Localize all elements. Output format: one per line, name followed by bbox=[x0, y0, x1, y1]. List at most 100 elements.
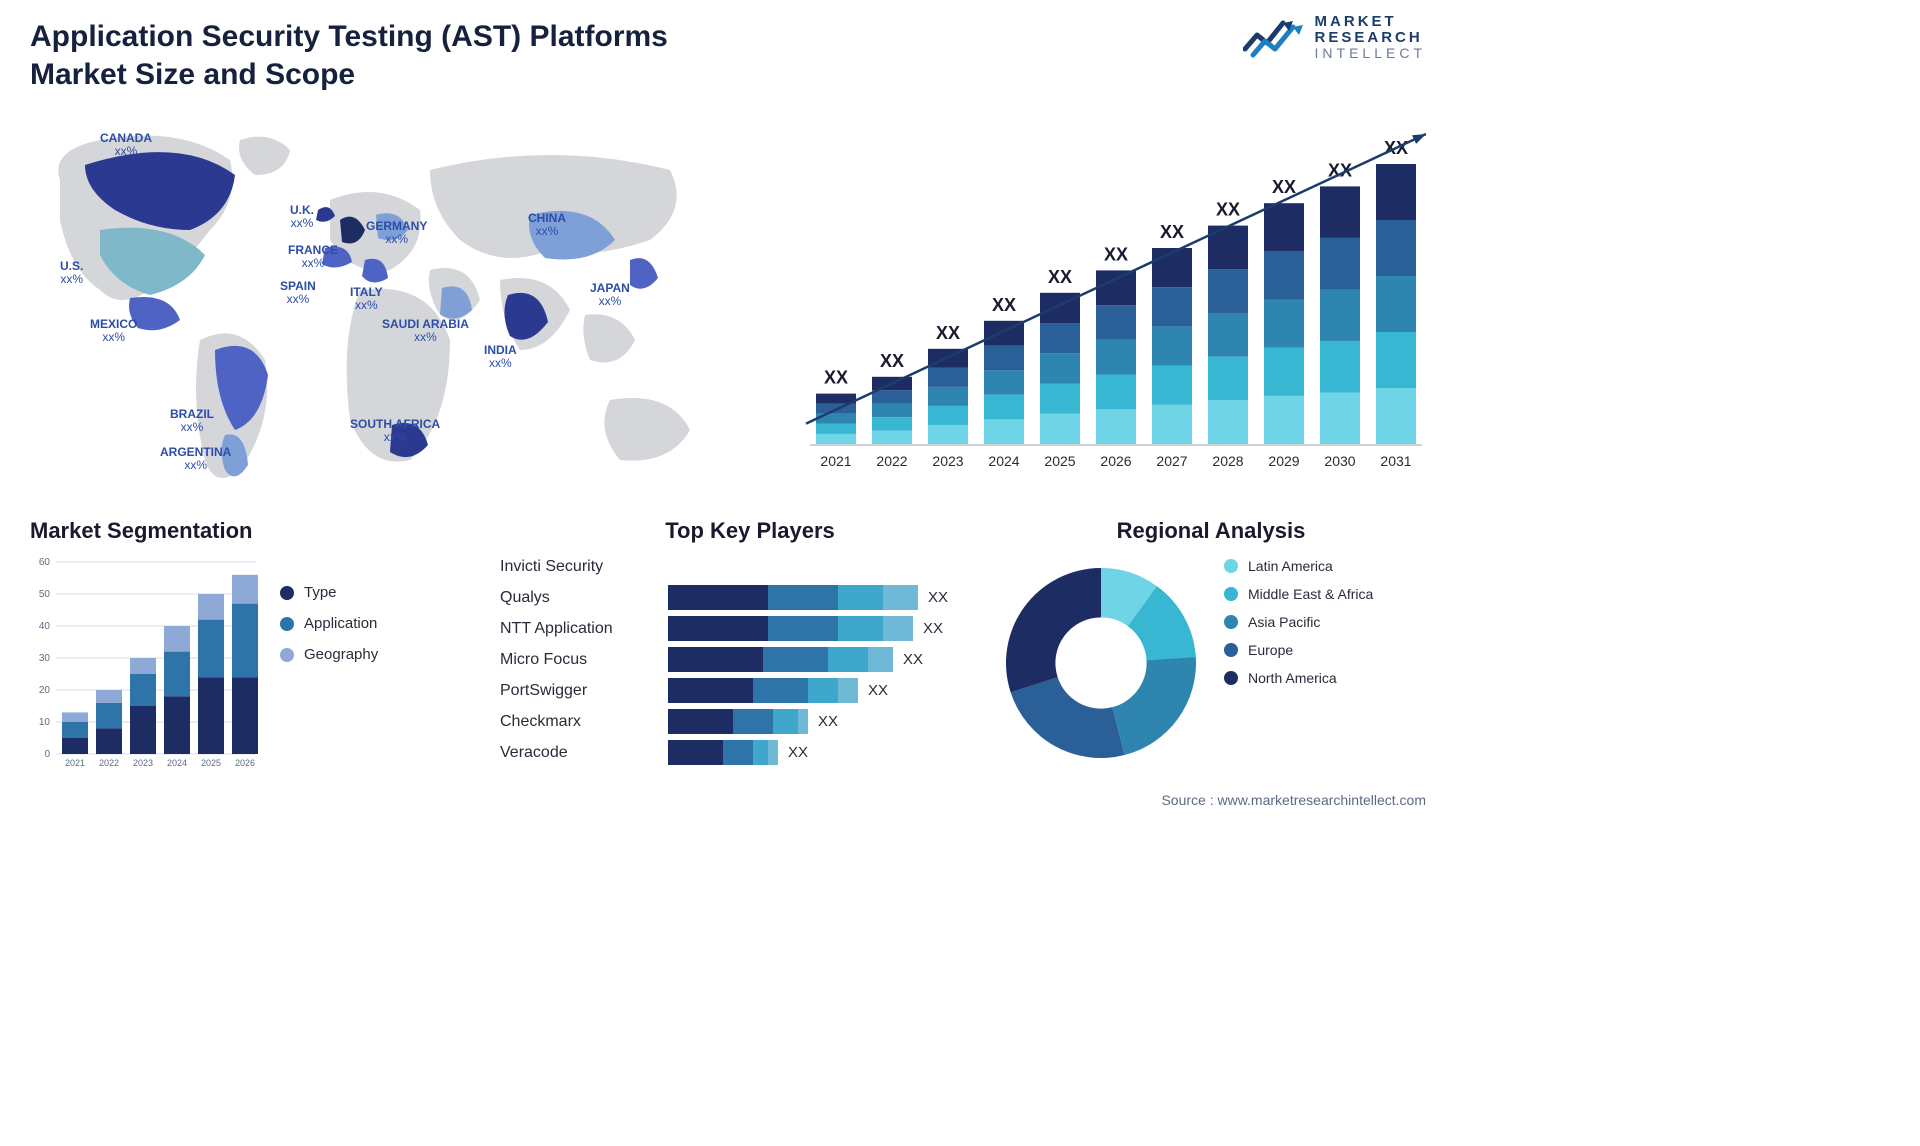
map-country-label: U.S.xx% bbox=[60, 260, 83, 286]
legend-item: Type bbox=[280, 584, 378, 601]
logo-text-2: RESEARCH bbox=[1315, 30, 1426, 46]
svg-text:2031: 2031 bbox=[1380, 453, 1411, 469]
map-country-label: U.K.xx% bbox=[290, 204, 314, 230]
legend-label: Latin America bbox=[1248, 558, 1333, 574]
svg-text:2021: 2021 bbox=[65, 758, 85, 768]
svg-text:2025: 2025 bbox=[1044, 453, 1075, 469]
svg-text:XX: XX bbox=[1048, 267, 1072, 287]
svg-text:2024: 2024 bbox=[167, 758, 187, 768]
svg-text:XX: XX bbox=[1104, 244, 1128, 264]
legend-item: Asia Pacific bbox=[1224, 614, 1373, 630]
map-country-label: BRAZILxx% bbox=[170, 408, 214, 434]
legend-item: Application bbox=[280, 615, 378, 632]
svg-text:XX: XX bbox=[936, 323, 960, 343]
stacked-bar bbox=[668, 740, 778, 765]
stacked-bar bbox=[668, 678, 858, 703]
bar-segment bbox=[763, 647, 828, 672]
source-attribution: Source : www.marketresearchintellect.com bbox=[1161, 792, 1426, 808]
bar-segment bbox=[883, 616, 913, 641]
svg-text:2023: 2023 bbox=[133, 758, 153, 768]
bar-segment bbox=[753, 740, 768, 765]
segmentation-chart: 0102030405060202120222023202420252026 bbox=[30, 554, 260, 774]
svg-text:40: 40 bbox=[39, 621, 51, 632]
bar-segment bbox=[668, 678, 753, 703]
world-map: CANADAxx%U.S.xx%MEXICOxx%BRAZILxx%ARGENT… bbox=[30, 120, 720, 500]
bar-segment bbox=[668, 585, 768, 610]
svg-text:20: 20 bbox=[39, 685, 51, 696]
legend-item: Europe bbox=[1224, 642, 1373, 658]
key-player-bar-row: XX bbox=[668, 585, 1000, 610]
legend-item: North America bbox=[1224, 670, 1373, 686]
map-country-label: CANADAxx% bbox=[100, 132, 152, 158]
svg-text:2023: 2023 bbox=[932, 453, 963, 469]
bar-segment bbox=[753, 678, 808, 703]
stacked-bar bbox=[668, 616, 913, 641]
legend-label: Europe bbox=[1248, 642, 1293, 658]
map-country-label: GERMANYxx% bbox=[366, 220, 427, 246]
key-player-bar-row: XX bbox=[668, 709, 1000, 734]
svg-text:50: 50 bbox=[39, 589, 51, 600]
key-player-name: Checkmarx bbox=[500, 709, 650, 734]
svg-text:2026: 2026 bbox=[1100, 453, 1131, 469]
legend-dot-icon bbox=[280, 617, 294, 631]
market-segmentation-section: Market Segmentation 01020304050602021202… bbox=[30, 518, 450, 774]
svg-text:2022: 2022 bbox=[99, 758, 119, 768]
svg-text:XX: XX bbox=[880, 351, 904, 371]
svg-text:10: 10 bbox=[39, 717, 51, 728]
key-players-names: Invicti SecurityQualysNTT ApplicationMic… bbox=[500, 554, 650, 765]
legend-item: Middle East & Africa bbox=[1224, 586, 1373, 602]
legend-label: Application bbox=[304, 615, 377, 632]
bar-segment bbox=[883, 585, 918, 610]
bar-value-label: XX bbox=[923, 620, 943, 637]
map-country-label: SPAINxx% bbox=[280, 280, 316, 306]
stacked-bar bbox=[668, 585, 918, 610]
bar-segment bbox=[723, 740, 753, 765]
key-players-section: Top Key Players Invicti SecurityQualysNT… bbox=[500, 518, 1000, 765]
map-country-label: SAUDI ARABIAxx% bbox=[382, 318, 469, 344]
regional-analysis-section: Regional Analysis Latin America Middle Ea… bbox=[996, 518, 1426, 768]
legend-label: Geography bbox=[304, 646, 378, 663]
svg-text:XX: XX bbox=[1216, 200, 1240, 220]
map-country-label: MEXICOxx% bbox=[90, 318, 137, 344]
bar-segment bbox=[668, 616, 768, 641]
bar-segment bbox=[838, 678, 858, 703]
logo-text-1: MARKET bbox=[1315, 14, 1426, 30]
regional-title: Regional Analysis bbox=[996, 518, 1426, 544]
legend-dot-icon bbox=[1224, 671, 1238, 685]
svg-text:2024: 2024 bbox=[988, 453, 1019, 469]
main-growth-chart: XX2021XX2022XX2023XX2024XX2025XX2026XX20… bbox=[786, 110, 1426, 480]
segmentation-legend: Type Application Geography bbox=[280, 584, 378, 663]
key-player-bar-row: XX bbox=[668, 616, 1000, 641]
map-country-label: ITALYxx% bbox=[350, 286, 383, 312]
legend-label: Middle East & Africa bbox=[1248, 586, 1373, 602]
bar-value-label: XX bbox=[818, 713, 838, 730]
map-country-label: INDIAxx% bbox=[484, 344, 517, 370]
bar-segment bbox=[733, 709, 773, 734]
svg-text:2026: 2026 bbox=[235, 758, 255, 768]
map-country-label: JAPANxx% bbox=[590, 282, 630, 308]
legend-dot-icon bbox=[1224, 559, 1238, 573]
stacked-bar bbox=[668, 709, 808, 734]
bar-value-label: XX bbox=[788, 744, 808, 761]
legend-label: Asia Pacific bbox=[1248, 614, 1320, 630]
logo-text-3: INTELLECT bbox=[1315, 46, 1426, 61]
bar-segment bbox=[828, 647, 868, 672]
legend-dot-icon bbox=[1224, 587, 1238, 601]
svg-text:XX: XX bbox=[992, 295, 1016, 315]
svg-text:2022: 2022 bbox=[876, 453, 907, 469]
key-player-name: NTT Application bbox=[500, 616, 650, 641]
svg-text:2027: 2027 bbox=[1156, 453, 1187, 469]
svg-text:2030: 2030 bbox=[1324, 453, 1355, 469]
bar-segment bbox=[768, 740, 778, 765]
svg-text:60: 60 bbox=[39, 557, 51, 568]
bar-segment bbox=[668, 709, 733, 734]
svg-text:30: 30 bbox=[39, 653, 51, 664]
key-player-name: Qualys bbox=[500, 585, 650, 610]
regional-donut-chart bbox=[996, 558, 1206, 768]
key-player-name: Invicti Security bbox=[500, 554, 650, 579]
bar-value-label: XX bbox=[903, 651, 923, 668]
key-players-bars: XXXXXXXXXXXX bbox=[668, 554, 1000, 765]
legend-dot-icon bbox=[280, 648, 294, 662]
key-player-bar-row: XX bbox=[668, 678, 1000, 703]
legend-label: Type bbox=[304, 584, 337, 601]
